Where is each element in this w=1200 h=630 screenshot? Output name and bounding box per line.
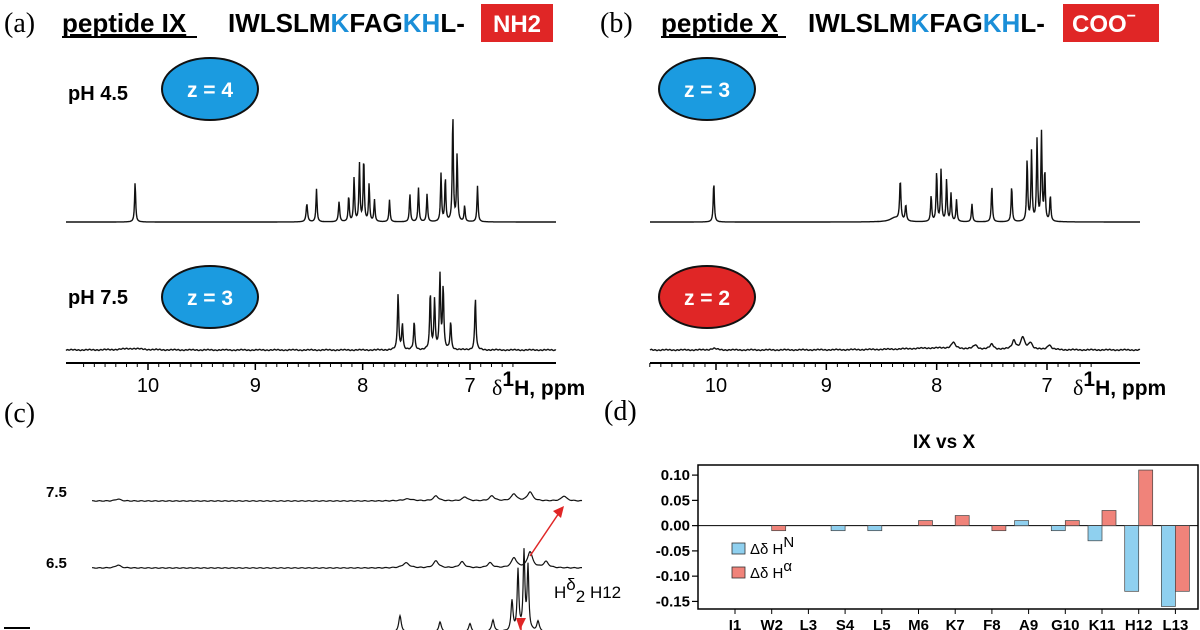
panel-b-charge-text-2: z = 2 (684, 287, 730, 310)
bar-ha-k7 (954, 515, 970, 526)
legend-label-hn: Δδ HN (750, 534, 794, 558)
x-tick-label: F8 (983, 617, 1001, 630)
ppm-tick-label: 7 (464, 375, 475, 397)
panel-a-title: peptide IX (62, 8, 187, 38)
panel-b-ppm-ticks: 10 9 8 7 (649, 363, 1092, 397)
chart-plot-frame (697, 464, 1199, 610)
panel-b-spectrum-1 (650, 129, 1140, 223)
x-tick-label: W2 (760, 617, 783, 630)
ppm-tick-label: 8 (357, 375, 368, 397)
panel-a-axis-label: δ1H, ppm (492, 368, 585, 400)
panel-c-trace-lower (395, 548, 543, 630)
bar-ha-w2 (771, 525, 787, 532)
panel-a-terminus-text: NH2 (493, 11, 541, 38)
x-tick-label: I1 (729, 617, 742, 630)
ppm-tick-label: 7 (1041, 375, 1052, 397)
bar-ha-h12 (1138, 469, 1154, 526)
legend-label-ha: Δδ Hα (750, 558, 792, 582)
panel-b-charge-badge-2 (658, 265, 756, 329)
panel-c-annotation: Hδ2 H12 (554, 575, 621, 606)
y-tick-label: -0.15 (656, 593, 690, 610)
x-tick-label: S4 (836, 617, 855, 630)
panel-a-letter: (a) (4, 8, 35, 39)
panel-c-letter: (c) (4, 398, 35, 429)
panel-c-trace-label-1: 7.5 (46, 484, 67, 501)
ppm-tick-label: 9 (250, 375, 261, 397)
panel-b-title: peptide X (661, 8, 779, 38)
panel-b-charge-badge-1 (658, 57, 756, 121)
x-tick-label: A9 (1019, 617, 1038, 630)
chart-title: IX vs X (913, 432, 976, 453)
panel-b-charge-text-1: z = 3 (684, 79, 730, 102)
bar-hn-l5 (867, 525, 883, 532)
x-tick-label: L5 (873, 617, 891, 630)
panel-c-trace-75 (92, 491, 583, 502)
panel-a-charge-text-1: z = 4 (187, 79, 233, 102)
panel-c-arrow-1 (529, 509, 562, 557)
x-tick-label: G10 (1051, 617, 1079, 630)
y-tick-label: 0.10 (661, 467, 690, 484)
x-tick-label: K11 (1089, 617, 1116, 630)
y-tick-label: 0.00 (661, 518, 690, 535)
panel-b-spectrum-2 (649, 335, 1141, 352)
panel-c-trace-label-2: 6.5 (46, 555, 67, 572)
x-tick-label: K7 (946, 617, 965, 630)
panel-b-letter: (b) (600, 8, 633, 39)
x-tick-label: H12 (1125, 617, 1153, 630)
bar-hn-h12 (1124, 525, 1140, 592)
y-tick-label: -0.05 (656, 543, 690, 560)
panel-b-sequence: IWLSLMKFAGKHL- (808, 8, 1045, 38)
bar-hn-a9 (1014, 520, 1029, 526)
legend-swatch-hn (731, 542, 746, 555)
bar-ha-k11 (1101, 510, 1117, 526)
x-tick-label: L3 (800, 617, 818, 630)
bar-hn-s4 (830, 525, 846, 532)
panel-a-spectrum-ph45 (66, 119, 556, 223)
panel-b-terminus-badge (1063, 4, 1159, 42)
chart-x-ticks: I1 W2 L3 S4 L5 M6 K7 F8 A9 G10 K11 H12 L13 (729, 609, 1188, 630)
ppm-tick-label: 8 (931, 375, 942, 397)
bar-ha-l13 (1175, 525, 1190, 592)
bar-ha-g10 (1064, 520, 1080, 526)
panel-d-letter: (d) (604, 396, 637, 427)
ppm-tick-label: 9 (821, 375, 832, 397)
panel-a-sequence: IWLSLMKFAGKHL- (228, 8, 465, 38)
panel-a-charge-badge-1 (161, 57, 259, 121)
ppm-tick-label: 10 (137, 375, 159, 397)
panel-a-charge-badge-2 (161, 265, 259, 329)
chart-y-ticks: 0.10 0.05 0.00 -0.05 -0.10 -0.15 (656, 467, 698, 610)
x-tick-label: M6 (908, 617, 929, 630)
panel-a-ph-label-1: pH 4.5 (68, 83, 128, 105)
panel-a-ppm-ticks: 10 9 8 7 (83, 363, 514, 397)
panel-a-terminus-badge (481, 4, 553, 42)
bar-ha-f8 (991, 525, 1007, 532)
panel-c-arrowhead-1 (553, 506, 564, 518)
y-tick-label: 0.05 (661, 492, 690, 509)
panel-a-ph-label-2: pH 7.5 (68, 287, 128, 309)
legend-swatch-ha (731, 566, 746, 579)
bar-hn-k11 (1087, 525, 1103, 542)
panel-a-spectrum-ph75 (65, 271, 557, 352)
ppm-tick-label: 10 (705, 375, 727, 397)
bar-ha-m6 (918, 520, 933, 526)
panel-a-charge-text-2: z = 3 (187, 287, 233, 310)
chart-bars (771, 469, 1190, 607)
panel-b-terminus-text: COO− (1072, 8, 1136, 38)
y-tick-label: -0.10 (656, 568, 690, 585)
x-tick-label: L13 (1162, 617, 1188, 630)
bar-hn-g10 (1050, 525, 1066, 532)
bar-hn-l13 (1161, 525, 1176, 607)
panel-b-axis-label: δ1H, ppm (1073, 368, 1166, 400)
panel-c-trace-65 (92, 550, 582, 569)
